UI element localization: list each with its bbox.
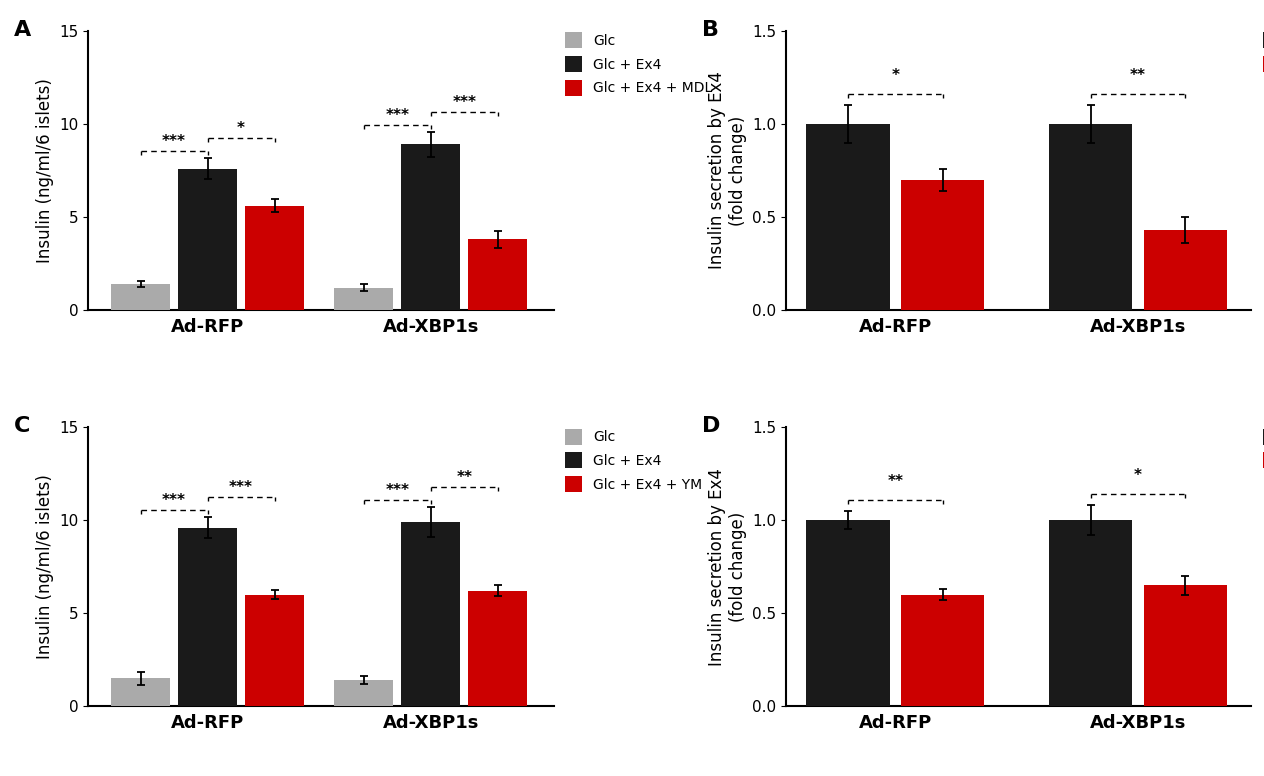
Bar — [901, 594, 985, 706]
Text: *: * — [891, 68, 900, 83]
Text: **: ** — [887, 473, 904, 489]
Text: *: * — [1134, 468, 1143, 483]
Bar — [901, 180, 985, 310]
Bar — [245, 594, 305, 706]
Bar — [806, 520, 890, 706]
Bar — [1144, 585, 1227, 706]
Y-axis label: Insulin (ng/ml/6 islets): Insulin (ng/ml/6 islets) — [35, 78, 54, 263]
Text: D: D — [703, 416, 720, 436]
Text: A: A — [14, 20, 32, 40]
Bar — [1144, 230, 1227, 310]
Y-axis label: Insulin (ng/ml/6 islets): Insulin (ng/ml/6 islets) — [35, 474, 54, 659]
Bar — [111, 284, 171, 310]
Bar — [1049, 124, 1133, 310]
Y-axis label: Insulin secretion by Ex4
(fold change): Insulin secretion by Ex4 (fold change) — [708, 71, 747, 269]
Bar — [178, 528, 238, 706]
Text: C: C — [14, 416, 30, 436]
Text: ***: *** — [162, 134, 186, 149]
Text: *: * — [238, 121, 245, 136]
Legend: Glc, Glc + Ex4, Glc + Ex4 + YM: Glc, Glc + Ex4, Glc + Ex4 + YM — [565, 428, 702, 492]
Text: B: B — [703, 20, 719, 40]
Bar — [469, 239, 527, 310]
Bar — [469, 591, 527, 706]
Legend: Glc, Glc + Ex4, Glc + Ex4 + MDL: Glc, Glc + Ex4, Glc + Ex4 + MDL — [565, 33, 712, 95]
Text: ***: *** — [386, 108, 410, 123]
Bar — [1049, 520, 1133, 706]
Text: ***: *** — [453, 95, 477, 110]
Bar — [402, 522, 460, 706]
Bar — [335, 288, 393, 310]
Bar — [245, 206, 305, 310]
Bar — [806, 124, 890, 310]
Text: ***: *** — [229, 480, 253, 495]
Text: ***: *** — [386, 483, 410, 498]
Y-axis label: Insulin secretion by Ex4
(fold change): Insulin secretion by Ex4 (fold change) — [708, 468, 747, 666]
Bar — [111, 678, 171, 706]
Bar — [178, 168, 238, 310]
Text: **: ** — [1130, 68, 1146, 83]
Bar — [402, 144, 460, 310]
Text: ***: *** — [162, 493, 186, 508]
Text: **: ** — [456, 469, 473, 485]
Bar — [335, 680, 393, 706]
